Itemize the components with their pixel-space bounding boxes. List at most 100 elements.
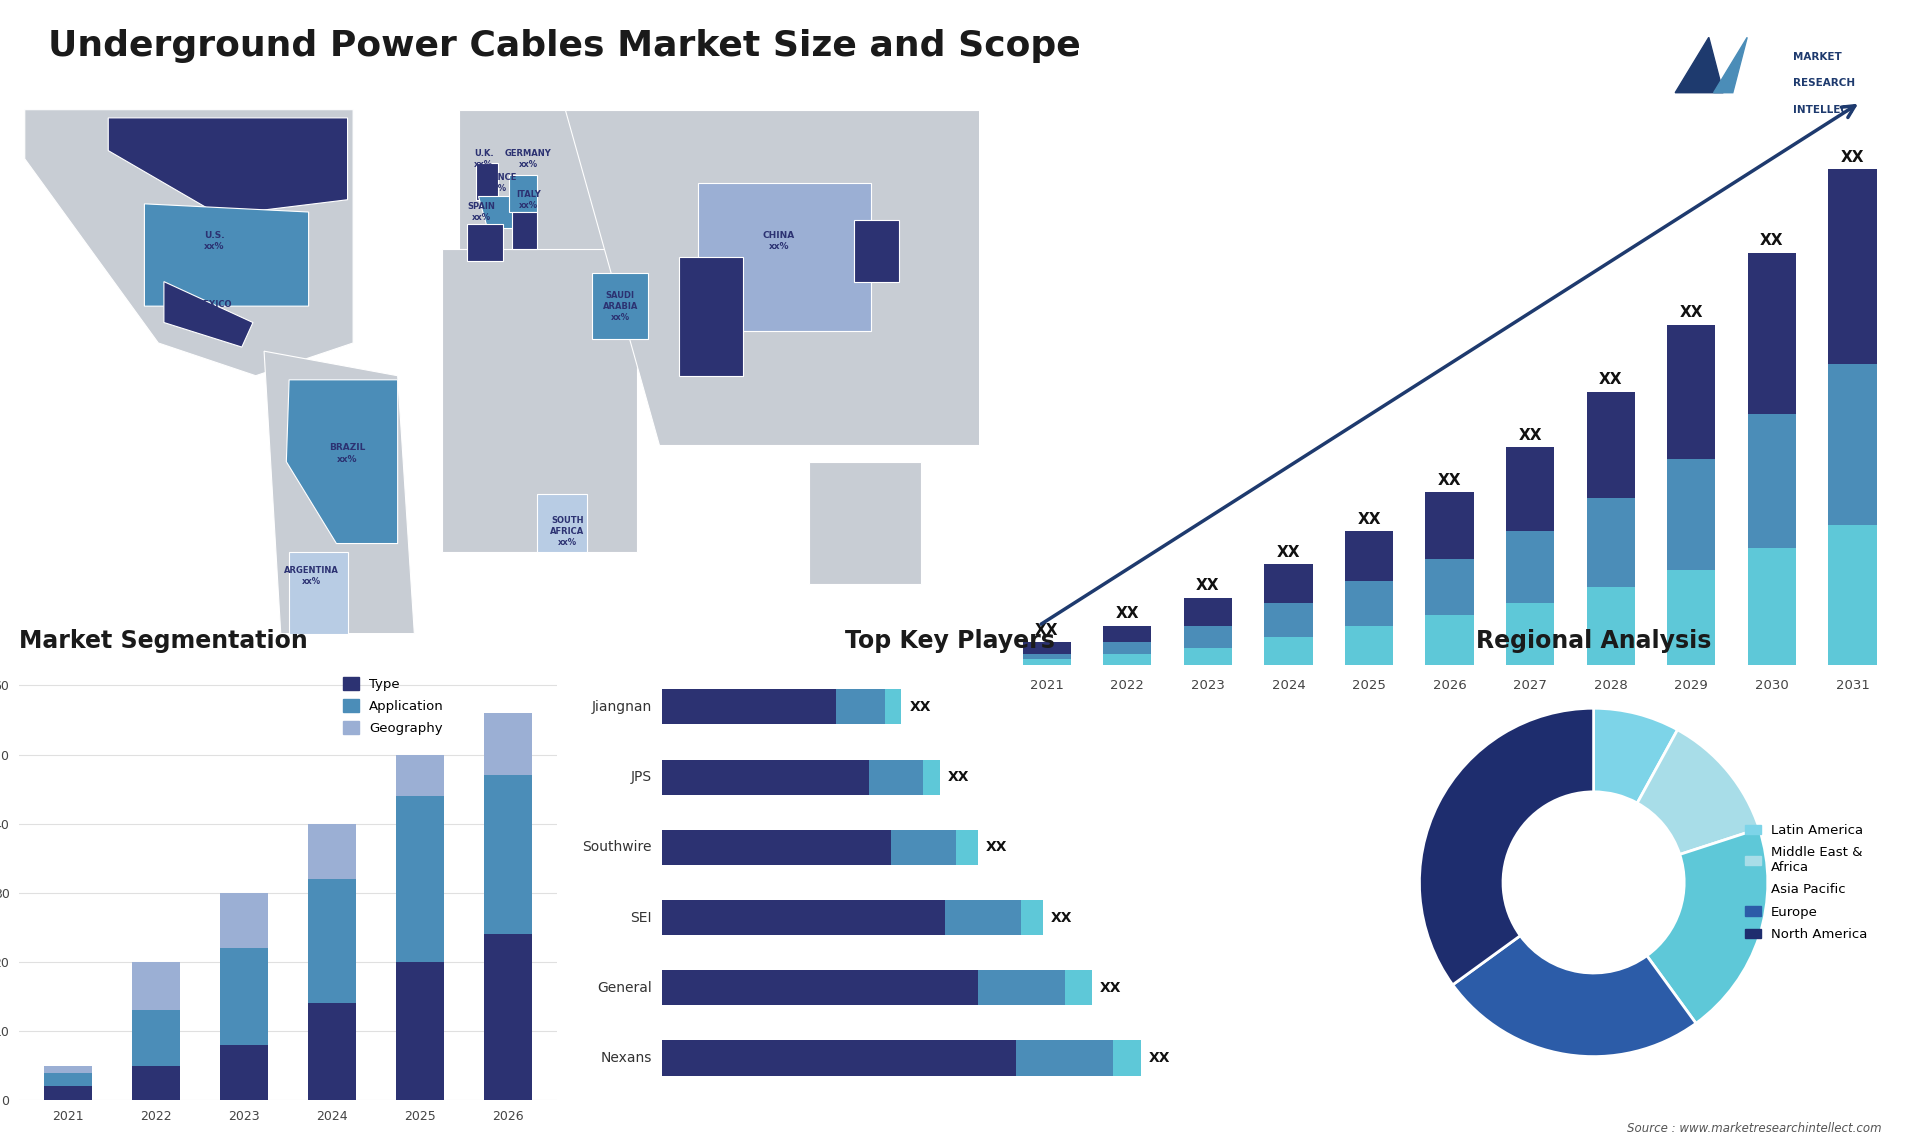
Text: 2027: 2027 <box>1513 678 1548 691</box>
Bar <box>956 830 977 865</box>
Bar <box>945 900 1021 935</box>
Polygon shape <box>476 163 497 199</box>
Bar <box>1023 659 1071 665</box>
Bar <box>1263 604 1313 637</box>
Bar <box>1263 565 1313 604</box>
Bar <box>837 689 885 724</box>
Bar <box>1344 531 1394 581</box>
Bar <box>484 776 532 934</box>
Bar <box>662 830 891 865</box>
Text: Southwire: Southwire <box>582 840 651 854</box>
Text: MEXICO
xx%: MEXICO xx% <box>196 300 232 320</box>
Text: Jiangnan: Jiangnan <box>591 700 651 714</box>
Text: INDIA
xx%: INDIA xx% <box>699 300 726 320</box>
Bar <box>219 893 269 948</box>
Text: XX: XX <box>1438 472 1461 487</box>
Bar <box>484 713 532 776</box>
Text: CANADA
xx%: CANADA xx% <box>179 141 221 160</box>
Text: XX: XX <box>1116 606 1139 621</box>
Text: XX: XX <box>1277 545 1300 560</box>
Text: XX: XX <box>985 840 1008 854</box>
Bar <box>1104 626 1152 643</box>
Bar <box>924 760 939 794</box>
Polygon shape <box>810 462 922 584</box>
Bar <box>1023 643 1071 653</box>
Bar <box>396 961 444 1100</box>
Bar <box>662 971 977 1005</box>
Text: SEI: SEI <box>630 911 651 925</box>
Text: INTELLECT: INTELLECT <box>1793 104 1855 115</box>
Bar <box>1064 971 1092 1005</box>
Polygon shape <box>538 494 588 551</box>
Text: 2023: 2023 <box>1190 678 1225 691</box>
Polygon shape <box>509 175 538 212</box>
Bar <box>132 1011 180 1066</box>
Bar <box>662 760 870 794</box>
Text: XX: XX <box>1050 911 1073 925</box>
Text: 2031: 2031 <box>1836 678 1870 691</box>
Bar <box>44 1066 92 1073</box>
Text: RESEARCH: RESEARCH <box>1793 78 1855 88</box>
Text: Nexans: Nexans <box>601 1051 651 1065</box>
Bar <box>1023 653 1071 659</box>
Bar <box>1185 647 1233 665</box>
Polygon shape <box>1674 38 1724 93</box>
Bar <box>44 1086 92 1100</box>
Text: BRAZIL
xx%: BRAZIL xx% <box>330 444 365 463</box>
Polygon shape <box>854 220 899 282</box>
Bar <box>1586 392 1636 497</box>
Polygon shape <box>144 204 309 306</box>
Polygon shape <box>467 225 503 261</box>
Bar <box>662 689 837 724</box>
Text: CHINA
xx%: CHINA xx% <box>762 230 795 251</box>
Text: XX: XX <box>1035 623 1058 638</box>
Polygon shape <box>286 379 397 543</box>
Text: XX: XX <box>1148 1051 1169 1065</box>
Text: XX: XX <box>1599 372 1622 387</box>
Legend: Latin America, Middle East &
Africa, Asia Pacific, Europe, North America: Latin America, Middle East & Africa, Asi… <box>1740 818 1872 947</box>
Text: 2026: 2026 <box>1432 678 1467 691</box>
Bar <box>1747 414 1795 548</box>
Bar <box>132 1066 180 1100</box>
Bar <box>1185 598 1233 626</box>
Wedge shape <box>1638 730 1759 855</box>
Bar <box>396 796 444 961</box>
Text: SPAIN
xx%: SPAIN xx% <box>467 202 495 222</box>
Text: 2021: 2021 <box>1029 678 1064 691</box>
Bar <box>1667 325 1715 458</box>
Polygon shape <box>678 257 743 376</box>
Bar <box>885 689 902 724</box>
Bar <box>1425 614 1475 665</box>
Text: 2029: 2029 <box>1674 678 1709 691</box>
Bar <box>1747 252 1795 414</box>
Bar <box>1344 626 1394 665</box>
Text: XX: XX <box>1519 427 1542 444</box>
Text: 2024: 2024 <box>1271 678 1306 691</box>
Text: 2028: 2028 <box>1594 678 1628 691</box>
Text: XX: XX <box>1196 579 1219 594</box>
Polygon shape <box>564 110 993 446</box>
Bar <box>1667 458 1715 570</box>
Bar <box>891 830 956 865</box>
Polygon shape <box>1713 38 1747 93</box>
Text: XX: XX <box>910 700 931 714</box>
Text: U.K.
xx%: U.K. xx% <box>474 149 493 168</box>
Text: XX: XX <box>948 770 970 784</box>
Bar <box>1425 492 1475 559</box>
Bar <box>1016 1041 1114 1076</box>
Wedge shape <box>1594 708 1678 803</box>
Text: 2025: 2025 <box>1352 678 1386 691</box>
Bar <box>1667 570 1715 665</box>
Text: MARKET: MARKET <box>1793 52 1841 62</box>
Bar <box>1505 604 1555 665</box>
Text: ARGENTINA
xx%: ARGENTINA xx% <box>284 566 338 587</box>
Text: Market Segmentation: Market Segmentation <box>19 629 307 653</box>
Text: 2030: 2030 <box>1755 678 1789 691</box>
Polygon shape <box>265 351 415 634</box>
Wedge shape <box>1419 708 1594 984</box>
Wedge shape <box>1647 829 1768 1023</box>
Bar <box>1104 643 1152 653</box>
Bar <box>484 934 532 1100</box>
Wedge shape <box>1453 935 1695 1057</box>
Bar <box>1747 548 1795 665</box>
